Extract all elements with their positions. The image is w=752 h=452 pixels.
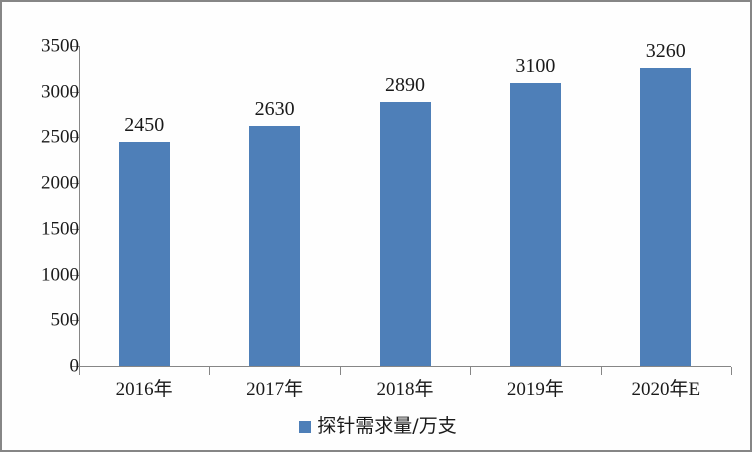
x-axis-tick <box>79 367 80 375</box>
y-axis-tick <box>72 274 79 276</box>
x-axis-tick <box>340 367 341 375</box>
y-axis-tick <box>72 228 79 230</box>
y-axis-tick-label: 1500 <box>41 218 79 240</box>
x-axis-category-label: 2016年 <box>115 379 173 400</box>
x-axis-tick <box>470 367 471 375</box>
y-axis-tick <box>72 91 79 93</box>
x-axis-category-label: 2019年 <box>506 379 564 400</box>
bar[interactable] <box>249 125 301 366</box>
bar-value-label: 2890 <box>385 73 425 96</box>
y-axis-tick <box>72 46 79 47</box>
legend-label: 探针需求量/万支 <box>317 415 457 437</box>
y-axis-tick-label: 1000 <box>41 264 79 286</box>
y-axis-tick <box>72 320 79 322</box>
bar[interactable] <box>379 101 431 366</box>
y-axis-tick-label: 500 <box>50 309 80 331</box>
bar[interactable] <box>118 142 170 366</box>
x-axis-line <box>79 366 731 367</box>
x-axis-category-label: 2020年E <box>631 379 701 400</box>
legend-swatch-icon <box>299 420 312 433</box>
chart-legend: 探针需求量/万支 <box>2 415 750 437</box>
x-axis-tick <box>209 367 210 375</box>
x-axis-tick <box>731 367 732 375</box>
y-axis-tick-label: 2500 <box>41 126 79 148</box>
y-axis-tick-label: 3000 <box>41 81 79 103</box>
x-axis-category-label: 2017年 <box>246 379 304 400</box>
y-axis-tick <box>72 137 79 139</box>
bar-value-label: 2450 <box>124 114 165 136</box>
y-axis-tick-label: 0 <box>69 355 80 377</box>
bar[interactable] <box>640 67 692 366</box>
bar-value-label: 3100 <box>515 54 556 77</box>
y-axis-tick <box>72 366 79 367</box>
y-axis-tick-label: 3500 <box>41 35 79 57</box>
bar-value-label: 3260 <box>645 39 686 62</box>
bar[interactable] <box>509 82 561 366</box>
bar-value-label: 2630 <box>254 97 295 120</box>
y-axis-tick <box>72 183 79 185</box>
y-axis-tick-label: 2000 <box>41 172 79 194</box>
x-axis-tick <box>601 367 602 375</box>
y-axis-line <box>79 46 80 367</box>
x-axis-category-label: 2018年 <box>376 379 434 400</box>
